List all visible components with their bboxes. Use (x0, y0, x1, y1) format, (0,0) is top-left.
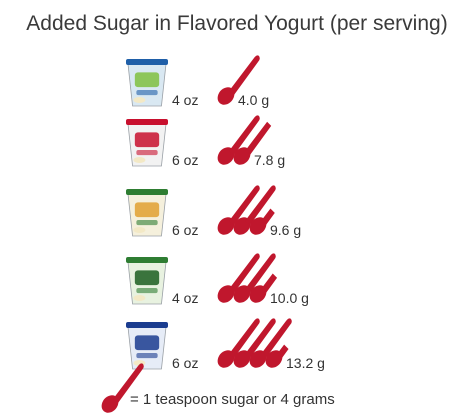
row-5: 6 oz 13.2 g (126, 318, 325, 371)
spoon-icon (233, 318, 276, 368)
serving-label: 6 oz (172, 222, 198, 238)
sugar-grams-label: 13.2 g (286, 355, 325, 371)
sugar-grams-label: 7.8 g (254, 152, 285, 168)
spoon-icon (249, 318, 292, 368)
rows-group: 4 oz 4.0 g 6 oz 7.8 g 6 oz 9.6 g 4 oz 10.0 g 6 o… (126, 55, 325, 371)
serving-label: 6 oz (172, 355, 198, 371)
partial-spoon-icon (233, 115, 276, 165)
spoon-icon (217, 318, 260, 368)
spoon-icon (217, 253, 260, 303)
yogurt-cup-icon (126, 59, 168, 107)
legend-text: = 1 teaspoon sugar or 4 grams (130, 391, 335, 408)
sugar-grams-label: 4.0 g (238, 92, 269, 108)
legend: = 1 teaspoon sugar or 4 grams (101, 363, 335, 413)
spoon-icon (233, 253, 276, 303)
row-1: 4 oz 4.0 g (126, 55, 269, 108)
chart-title: Added Sugar in Flavored Yogurt (per serv… (26, 12, 448, 35)
yogurt-cup-icon (126, 322, 168, 370)
sugar-grams-label: 9.6 g (270, 222, 301, 238)
legend-spoon-icon (101, 363, 144, 413)
spoon-icon (217, 55, 260, 105)
spoon-icon (217, 115, 260, 165)
serving-label: 6 oz (172, 152, 198, 168)
yogurt-cup-icon (126, 257, 168, 305)
yogurt-cup-icon (126, 119, 168, 167)
row-3: 6 oz 9.6 g (126, 185, 301, 238)
row-2: 6 oz 7.8 g (126, 115, 285, 168)
spoon-icon (233, 185, 276, 235)
serving-label: 4 oz (172, 290, 198, 306)
row-4: 4 oz 10.0 g (126, 253, 309, 306)
spoon-icon (217, 185, 260, 235)
yogurt-cup-icon (126, 189, 168, 237)
sugar-grams-label: 10.0 g (270, 290, 309, 306)
serving-label: 4 oz (172, 92, 198, 108)
